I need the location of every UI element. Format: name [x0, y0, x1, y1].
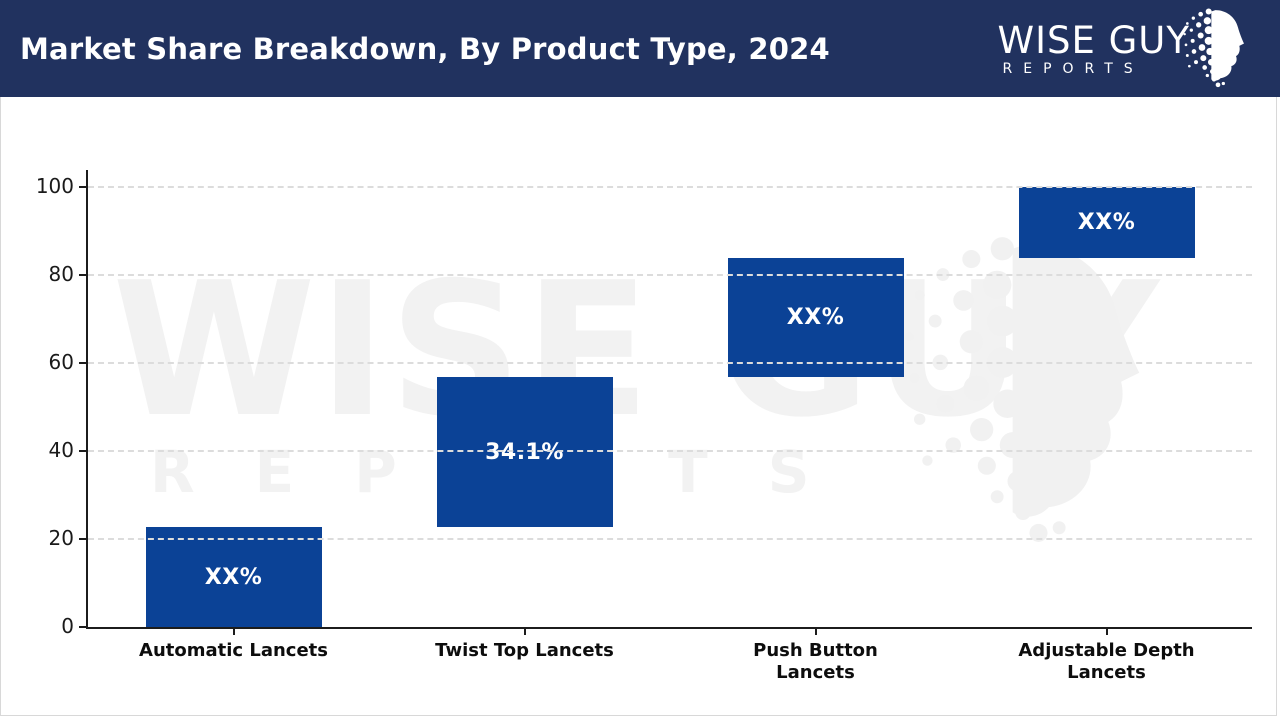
y-tick-mark [79, 274, 86, 276]
bar-segment: XX% [727, 257, 904, 378]
x-category-label: Push Button Lancets [753, 640, 878, 683]
header: Market Share Breakdown, By Product Type,… [0, 0, 1280, 97]
y-tick-mark [79, 626, 86, 628]
y-tick-label: 60 [48, 350, 74, 374]
gridline [88, 274, 1252, 276]
bar-value-label: 34.1% [485, 439, 564, 465]
logo-wordmark: WISE GUY [997, 18, 1190, 62]
wise-guy-logo: WISE GUY REPORTS [998, 6, 1254, 93]
y-tick-mark [79, 538, 86, 540]
gridline [88, 362, 1252, 364]
bar-segment: 34.1% [436, 377, 613, 528]
x-tick-mark [523, 629, 526, 635]
bar-value-label: XX% [1077, 209, 1136, 235]
y-tick-mark [79, 362, 86, 364]
x-tick-mark [1105, 629, 1108, 635]
bar-segment: XX% [1018, 187, 1195, 258]
y-tick-label: 80 [48, 262, 74, 286]
x-axis-line [86, 627, 1252, 629]
bar-segment: XX% [145, 527, 322, 627]
x-category-label: Adjustable Depth Lancets [1018, 640, 1195, 683]
y-tick-mark [79, 186, 86, 188]
gridline [88, 538, 1252, 540]
y-tick-label: 0 [61, 614, 74, 638]
y-tick-mark [79, 450, 86, 452]
page-title: Market Share Breakdown, By Product Type,… [20, 31, 830, 66]
x-category-label: Automatic Lancets [139, 640, 328, 661]
logo-subtitle: REPORTS [1002, 61, 1144, 78]
gridline [88, 186, 1252, 188]
x-tick-mark [232, 629, 235, 635]
y-tick-label: 40 [48, 438, 74, 462]
bar-value-label: XX% [204, 564, 263, 590]
y-tick-label: 100 [35, 174, 74, 198]
bar-value-label: XX% [786, 304, 845, 330]
x-tick-mark [814, 629, 817, 635]
y-axis-line [86, 170, 88, 629]
logo-text: WISE GUY REPORTS [997, 18, 1190, 78]
x-category-label: Twist Top Lancets [435, 640, 614, 661]
y-tick-label: 20 [48, 526, 74, 550]
gridline [88, 450, 1252, 452]
